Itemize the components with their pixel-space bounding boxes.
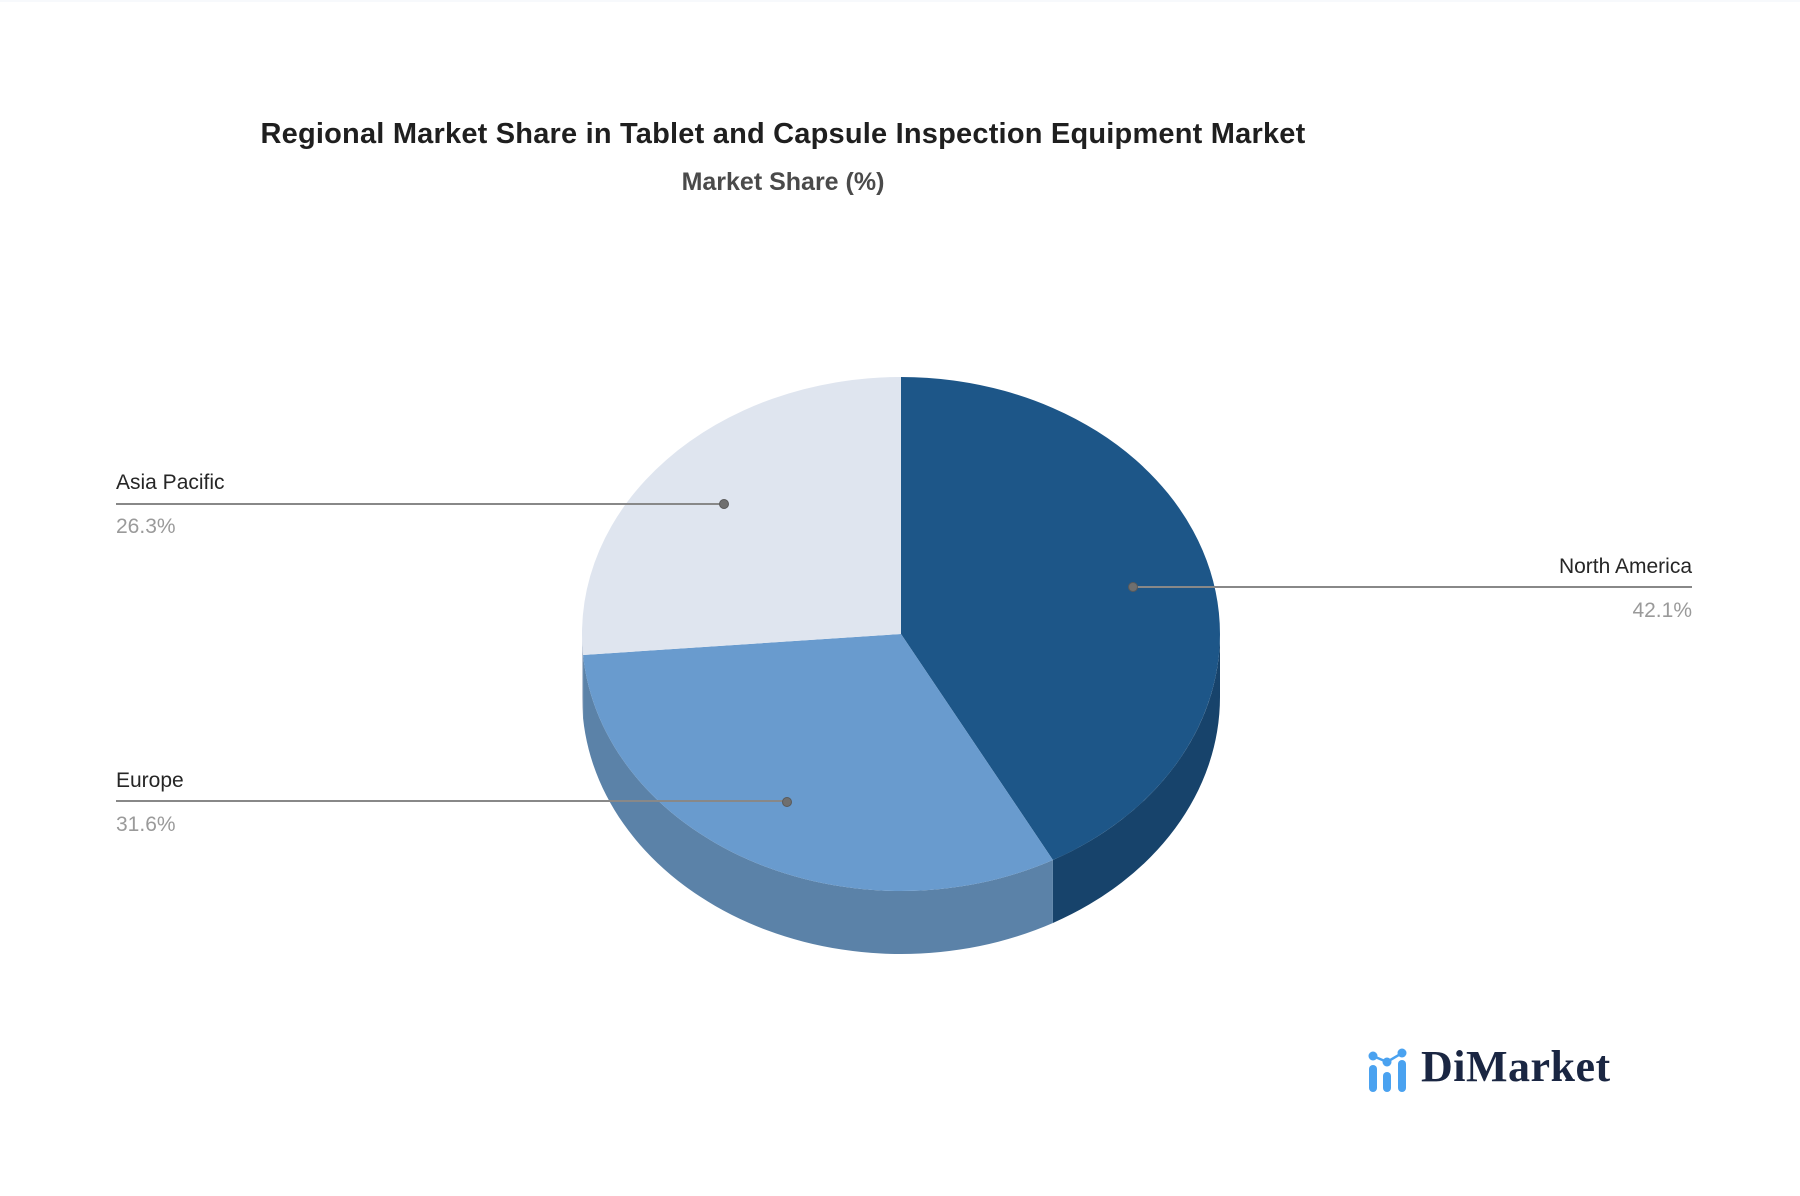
leader-dot-asia-pacific [719,499,729,509]
leader-dot-north-america [1128,582,1138,592]
chart-title: Regional Market Share in Tablet and Caps… [260,118,1306,150]
leader-dot-europe [782,797,792,807]
slice-label-europe: Europe [116,769,184,792]
dimarket-logo: DiMarket [1367,1042,1611,1092]
chart-subtitle: Market Share (%) [681,168,885,196]
leader-line-north-america [1133,586,1692,588]
top-edge-line [0,0,1800,2]
dimarket-logo-icon [1368,1048,1407,1092]
dimarket-logo-text: DiMarket [1421,1042,1611,1091]
slice-value-asia-pacific: 26.3% [116,515,176,538]
slice-label-north-america: North America [1558,555,1692,578]
slice-label-asia-pacific: Asia Pacific [116,471,225,494]
slice-value-europe: 31.6% [116,813,176,836]
slice-value-north-america: 42.1% [1632,599,1692,622]
leader-line-europe [116,800,788,802]
leader-line-asia-pacific [116,503,725,505]
